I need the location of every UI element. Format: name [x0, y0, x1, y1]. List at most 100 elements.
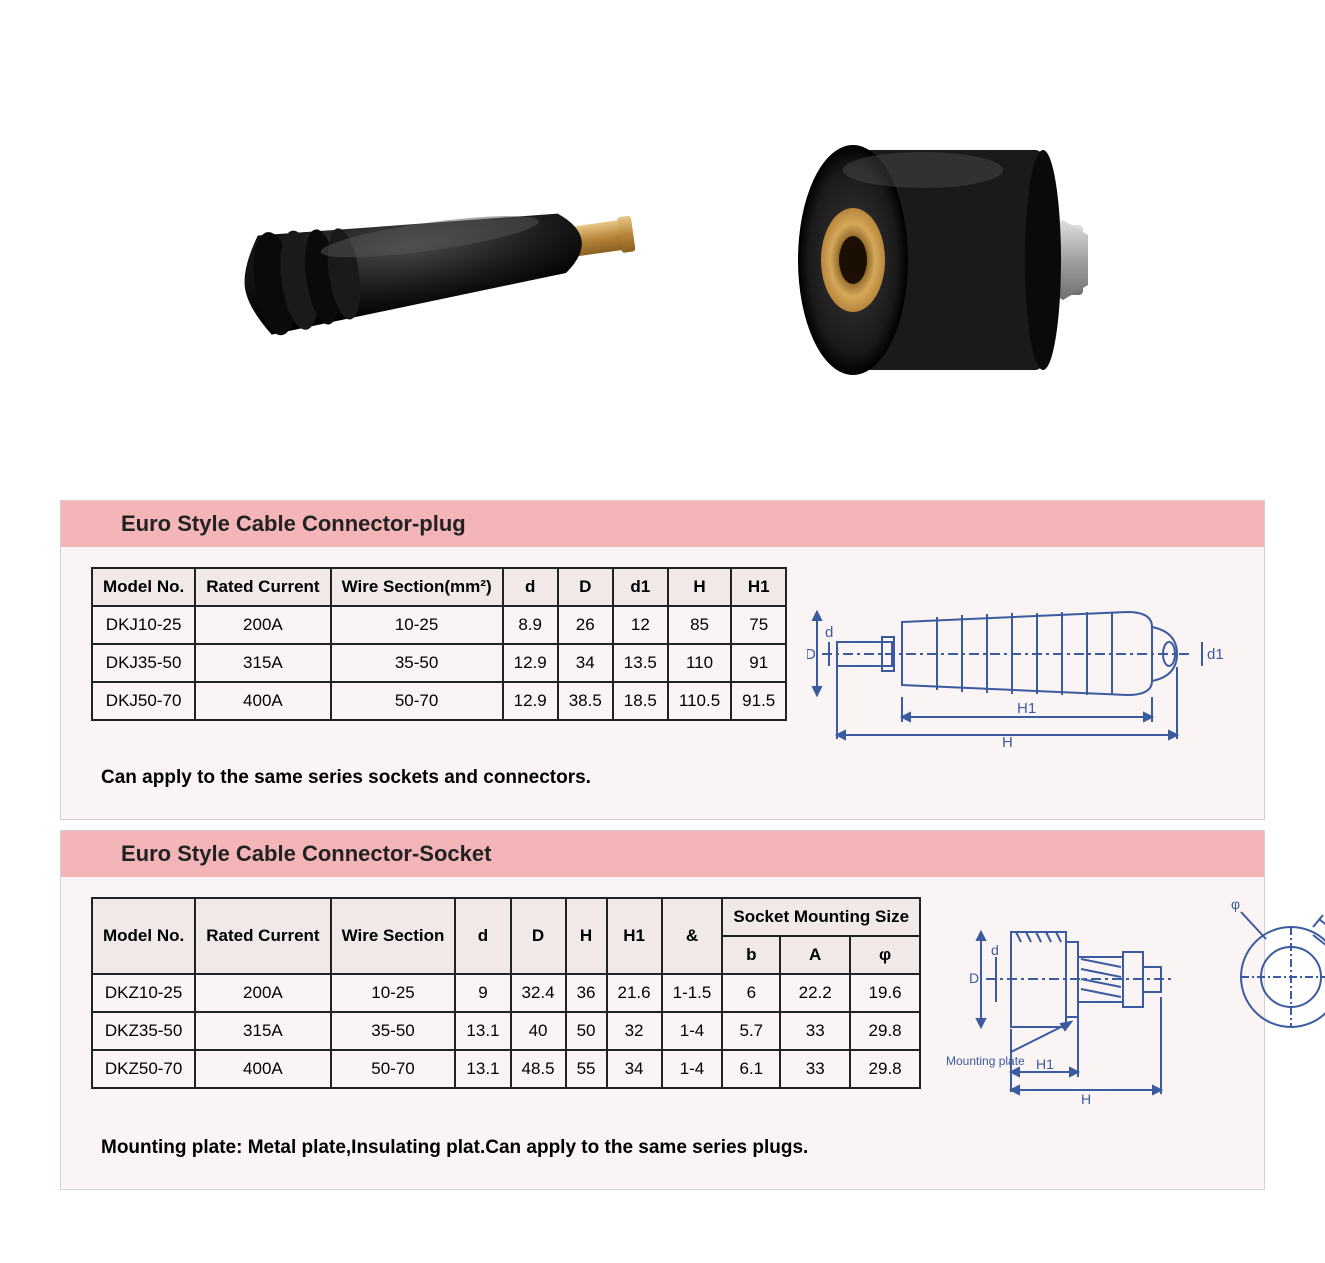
- socket-spec-table: Model No. Rated Current Wire Section d D…: [91, 897, 921, 1089]
- table-cell: 85: [668, 606, 731, 644]
- plug-technical-diagram: D d d1 H1 H: [807, 567, 1234, 747]
- product-photo-area: [60, 60, 1265, 460]
- col-mounting: Socket Mounting Size: [722, 898, 920, 936]
- dim-phi: φ: [1231, 897, 1240, 912]
- table-cell: 315A: [195, 644, 330, 682]
- table-cell: 21.6: [607, 974, 662, 1012]
- table-cell: 40: [511, 1012, 566, 1050]
- dim-H: H: [1081, 1091, 1091, 1107]
- col-A: A: [780, 936, 850, 974]
- col-phi: φ: [850, 936, 920, 974]
- col-H1: H1: [607, 898, 662, 974]
- table-cell: 34: [607, 1050, 662, 1088]
- table-row: DKZ50-70400A50-7013.148.555341-46.13329.…: [92, 1050, 920, 1088]
- table-cell: 13.1: [455, 1050, 510, 1088]
- dim-D: D: [969, 970, 979, 986]
- table-cell: 29.8: [850, 1050, 920, 1088]
- table-cell: 19.6: [850, 974, 920, 1012]
- table-cell: 315A: [195, 1012, 330, 1050]
- col-wire: Wire Section: [331, 898, 456, 974]
- table-cell: 13.1: [455, 1012, 510, 1050]
- table-cell: 18.5: [613, 682, 668, 720]
- plug-spec-panel: Euro Style Cable Connector-plug Model No…: [60, 500, 1265, 820]
- socket-spec-panel: Euro Style Cable Connector-Socket Model …: [60, 830, 1265, 1190]
- col-H: H: [668, 568, 731, 606]
- table-cell: 75: [731, 606, 786, 644]
- dim-H: H: [1002, 734, 1013, 747]
- col-d: d: [503, 568, 558, 606]
- col-d: d: [455, 898, 510, 974]
- table-cell: 91: [731, 644, 786, 682]
- table-cell: 32.4: [511, 974, 566, 1012]
- col-model: Model No.: [92, 898, 195, 974]
- dim-H1: H1: [1017, 700, 1036, 717]
- dim-H1: H1: [1036, 1056, 1054, 1072]
- socket-note: Mounting plate: Metal plate,Insulating p…: [61, 1117, 1264, 1169]
- col-current: Rated Current: [195, 898, 330, 974]
- col-b: b: [722, 936, 780, 974]
- table-cell: 6: [722, 974, 780, 1012]
- table-cell: 48.5: [511, 1050, 566, 1088]
- plug-note: Can apply to the same series sockets and…: [61, 747, 1264, 799]
- table-cell: 1-4: [662, 1012, 723, 1050]
- table-cell: 6.1: [722, 1050, 780, 1088]
- table-cell: 10-25: [331, 974, 456, 1012]
- table-cell: 50-70: [331, 682, 503, 720]
- table-cell: 33: [780, 1050, 850, 1088]
- table-cell: 33: [780, 1012, 850, 1050]
- col-current: Rated Current: [195, 568, 330, 606]
- table-cell: 32: [607, 1012, 662, 1050]
- table-row: DKZ10-25200A10-25932.43621.61-1.5622.219…: [92, 974, 920, 1012]
- table-row: DKJ50-70400A50-7012.938.518.5110.591.5: [92, 682, 786, 720]
- table-cell: 12: [613, 606, 668, 644]
- table-cell: 50: [566, 1012, 607, 1050]
- table-cell: 5.7: [722, 1012, 780, 1050]
- table-header-row: Model No. Rated Current Wire Section d D…: [92, 898, 920, 936]
- col-D: D: [511, 898, 566, 974]
- table-cell: 38.5: [558, 682, 613, 720]
- table-cell: 26: [558, 606, 613, 644]
- table-cell: 12.9: [503, 644, 558, 682]
- table-cell: DKJ50-70: [92, 682, 195, 720]
- table-cell: 400A: [195, 682, 330, 720]
- table-cell: 10-25: [331, 606, 503, 644]
- dim-d: d: [825, 624, 833, 641]
- col-amp: &: [662, 898, 723, 974]
- table-cell: 110: [668, 644, 731, 682]
- table-cell: 200A: [195, 974, 330, 1012]
- table-cell: 1-1.5: [662, 974, 723, 1012]
- dim-d1: d1: [1207, 646, 1224, 663]
- table-cell: 50-70: [331, 1050, 456, 1088]
- table-cell: 13.5: [613, 644, 668, 682]
- table-cell: 29.8: [850, 1012, 920, 1050]
- table-cell: 91.5: [731, 682, 786, 720]
- table-row: DKJ10-25200A10-258.926128575: [92, 606, 786, 644]
- dim-d: d: [991, 942, 999, 958]
- table-row: DKJ35-50315A35-5012.93413.511091: [92, 644, 786, 682]
- table-cell: 34: [558, 644, 613, 682]
- plug-spec-table: Model No. Rated Current Wire Section(mm²…: [91, 567, 787, 721]
- socket-product-illustration: [723, 110, 1123, 410]
- plug-section-title: Euro Style Cable Connector-plug: [61, 501, 1264, 547]
- table-cell: DKJ35-50: [92, 644, 195, 682]
- col-H: H: [566, 898, 607, 974]
- plug-product-illustration: [203, 130, 683, 390]
- table-header-row: Model No. Rated Current Wire Section(mm²…: [92, 568, 786, 606]
- table-cell: 8.9: [503, 606, 558, 644]
- table-row: DKZ35-50315A35-5013.14050321-45.73329.8: [92, 1012, 920, 1050]
- table-cell: 12.9: [503, 682, 558, 720]
- table-cell: 35-50: [331, 1012, 456, 1050]
- socket-technical-diagram: D d Mounting plate H1 H φ b A: [941, 897, 1325, 1117]
- table-cell: DKZ35-50: [92, 1012, 195, 1050]
- col-d1: d1: [613, 568, 668, 606]
- table-cell: DKJ10-25: [92, 606, 195, 644]
- table-cell: 9: [455, 974, 510, 1012]
- table-cell: 400A: [195, 1050, 330, 1088]
- col-H1: H1: [731, 568, 786, 606]
- table-cell: 35-50: [331, 644, 503, 682]
- table-cell: 200A: [195, 606, 330, 644]
- socket-section-title: Euro Style Cable Connector-Socket: [61, 831, 1264, 877]
- table-cell: DKZ50-70: [92, 1050, 195, 1088]
- table-cell: 1-4: [662, 1050, 723, 1088]
- dim-D: D: [807, 646, 816, 663]
